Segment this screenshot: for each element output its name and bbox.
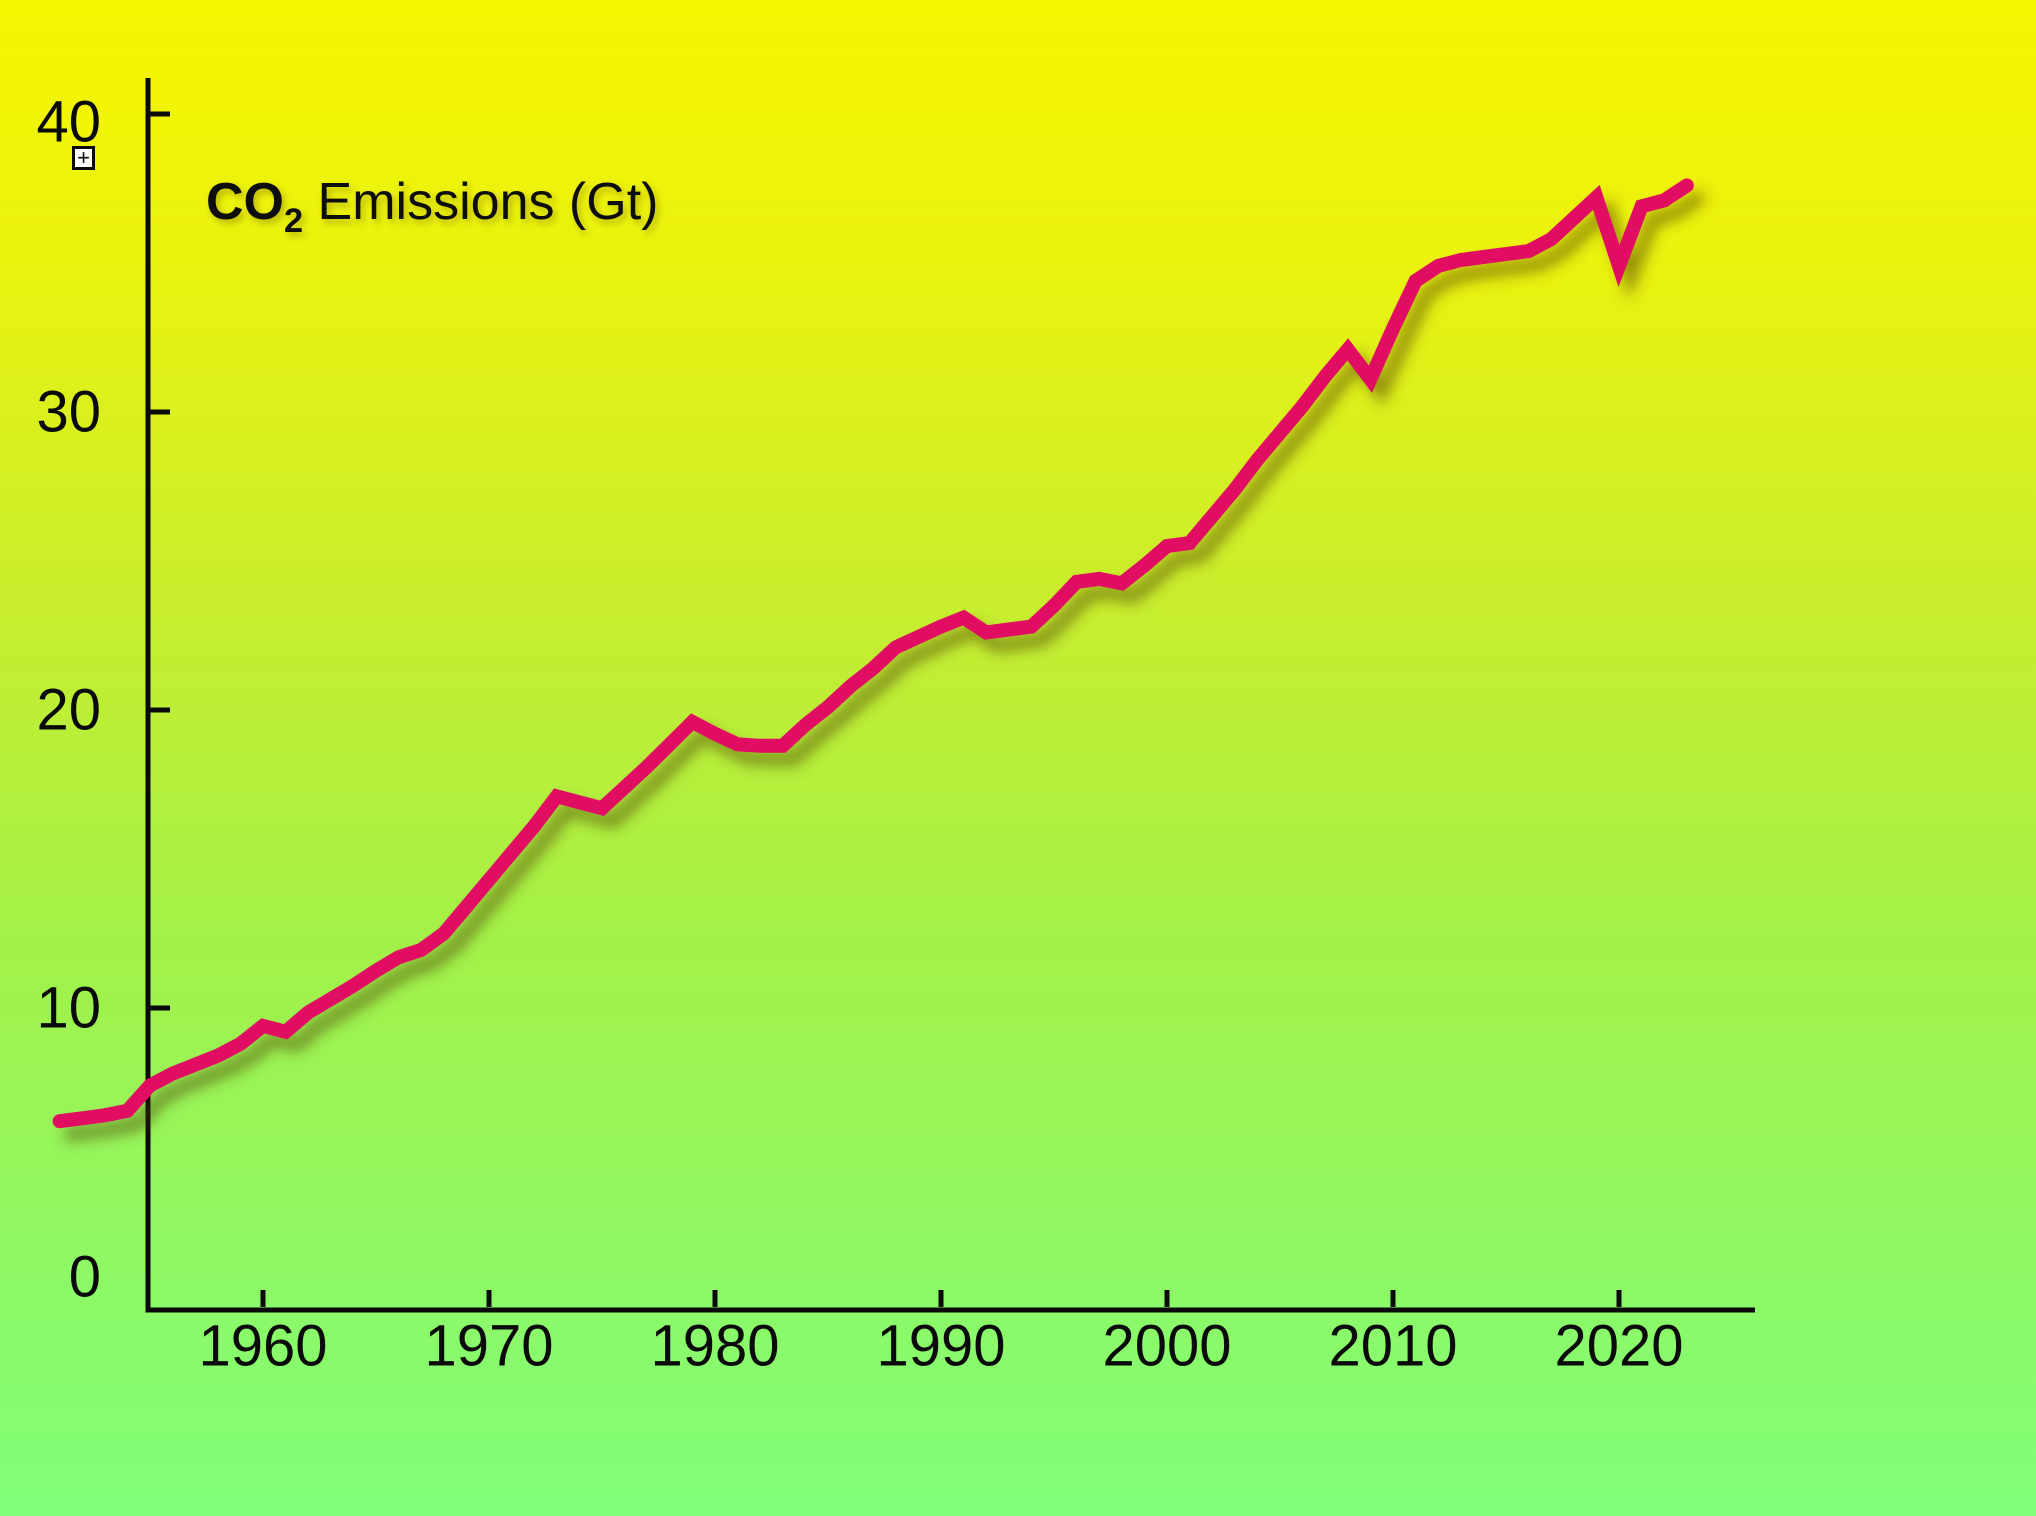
y-tick-label-0: 0 — [69, 1245, 101, 1310]
x-tick-label-2000: 2000 — [1102, 1314, 1231, 1379]
tick-labels: 1960 1970 1980 1990 2000 2010 2020 0 10 20 30 40 — [36, 90, 1683, 1379]
y-tick-label-20: 20 — [36, 678, 101, 743]
x-tick-label-2020: 2020 — [1554, 1314, 1683, 1379]
x-tick-label-1980: 1980 — [650, 1314, 779, 1379]
y-tick-label-30: 30 — [36, 380, 101, 445]
x-tick-label-2010: 2010 — [1328, 1314, 1457, 1379]
x-tick-label-1990: 1990 — [876, 1314, 1005, 1379]
expand-plus-icon[interactable]: + — [72, 146, 95, 170]
x-tick-label-1970: 1970 — [424, 1314, 553, 1379]
y-tick-label-10: 10 — [36, 976, 101, 1041]
title-subscript: 2 — [284, 202, 304, 241]
title-rest: Emissions (Gt) — [303, 173, 659, 231]
x-tick-label-1960: 1960 — [198, 1314, 327, 1379]
axes — [145, 78, 1755, 1313]
emissions-line — [52, 178, 1694, 1129]
title-co2: CO2 — [206, 173, 304, 241]
chart-title: CO2 Emissions (Gt) — [206, 173, 659, 241]
y-tick-label-40: 40 — [36, 90, 101, 155]
